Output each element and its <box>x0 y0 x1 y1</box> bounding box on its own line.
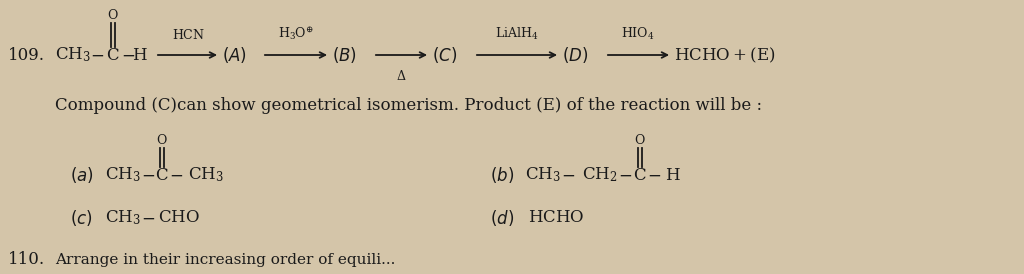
Text: $(D)$: $(D)$ <box>562 45 589 65</box>
Text: $\mathregular{-}$: $\mathregular{-}$ <box>141 210 155 227</box>
Text: $(C)$: $(C)$ <box>432 45 457 65</box>
Text: $\mathregular{H}$: $\mathregular{H}$ <box>665 167 681 184</box>
Text: $\mathregular{O}$: $\mathregular{O}$ <box>157 133 168 147</box>
Text: $(B)$: $(B)$ <box>332 45 357 65</box>
Text: $\mathregular{C}$: $\mathregular{C}$ <box>633 167 647 184</box>
Text: $\mathregular{-}$: $\mathregular{-}$ <box>121 47 135 64</box>
Text: $\mathregular{CH_3}$: $\mathregular{CH_3}$ <box>55 46 91 64</box>
Text: $\mathregular{-}$: $\mathregular{-}$ <box>561 167 575 184</box>
Text: $\mathregular{C}$: $\mathregular{C}$ <box>106 47 120 64</box>
Text: $\mathregular{LiAlH_4}$: $\mathregular{LiAlH_4}$ <box>496 26 539 42</box>
Text: $\mathregular{O}$: $\mathregular{O}$ <box>634 133 646 147</box>
Text: $(d)$: $(d)$ <box>490 208 514 228</box>
Text: Arrange in their increasing order of equili...: Arrange in their increasing order of equ… <box>55 253 395 267</box>
Text: $\mathregular{H}$: $\mathregular{H}$ <box>132 47 147 64</box>
Text: $\mathregular{H_3O^{\oplus}}$: $\mathregular{H_3O^{\oplus}}$ <box>279 25 314 42</box>
Text: $\mathregular{-}$: $\mathregular{-}$ <box>617 167 632 184</box>
Text: $\mathregular{CH_2}$: $\mathregular{CH_2}$ <box>582 166 617 184</box>
Text: $(A)$: $(A)$ <box>222 45 247 65</box>
Text: $\mathregular{HCHO + (E)}$: $\mathregular{HCHO + (E)}$ <box>674 45 775 65</box>
Text: 110.: 110. <box>8 252 45 269</box>
Text: $\mathregular{-}$: $\mathregular{-}$ <box>90 47 104 64</box>
Text: $\mathregular{O}$: $\mathregular{O}$ <box>108 8 119 22</box>
Text: $\mathregular{CH_3}$: $\mathregular{CH_3}$ <box>105 209 141 227</box>
Text: $\mathregular{CH_3}$: $\mathregular{CH_3}$ <box>105 166 141 184</box>
Text: $\mathregular{\Delta}$: $\mathregular{\Delta}$ <box>395 69 407 83</box>
Text: $\mathregular{HIO_4}$: $\mathregular{HIO_4}$ <box>622 26 654 42</box>
Text: $\mathregular{CHO}$: $\mathregular{CHO}$ <box>158 210 200 227</box>
Text: $\mathregular{-}$: $\mathregular{-}$ <box>647 167 662 184</box>
Text: $\mathregular{CH_3}$: $\mathregular{CH_3}$ <box>188 166 224 184</box>
Text: $(a)$: $(a)$ <box>70 165 94 185</box>
Text: $\mathregular{-}$: $\mathregular{-}$ <box>141 167 155 184</box>
Text: $(b)$: $(b)$ <box>490 165 514 185</box>
Text: $\mathregular{HCHO}$: $\mathregular{HCHO}$ <box>528 210 585 227</box>
Text: 109.: 109. <box>8 47 45 64</box>
Text: $\mathregular{CH_3}$: $\mathregular{CH_3}$ <box>525 166 561 184</box>
Text: $(c)$: $(c)$ <box>70 208 93 228</box>
Text: $\mathregular{C}$: $\mathregular{C}$ <box>156 167 169 184</box>
Text: $\mathregular{-}$: $\mathregular{-}$ <box>169 167 183 184</box>
Text: $\mathregular{HCN}$: $\mathregular{HCN}$ <box>172 28 205 42</box>
Text: Compound (C)can show geometrical isomerism. Product (E) of the reaction will be : Compound (C)can show geometrical isomeri… <box>55 96 762 113</box>
